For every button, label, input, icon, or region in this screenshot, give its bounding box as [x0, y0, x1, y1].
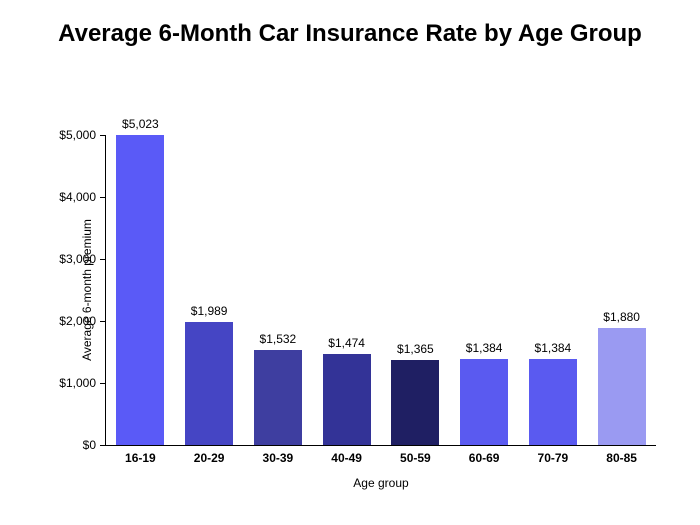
bar-value-label: $1,474 [328, 336, 365, 350]
y-tick [100, 383, 106, 384]
x-tick-label: 70-79 [538, 451, 569, 465]
y-tick [100, 197, 106, 198]
y-axis-title: Average 6-month premium [80, 219, 94, 361]
y-tick [100, 135, 106, 136]
bar-value-label: $1,365 [397, 342, 434, 356]
bar-value-label: $1,384 [466, 341, 503, 355]
insurance-rate-chart: Average 6-Month Car Insurance Rate by Ag… [0, 0, 700, 525]
bar-value-label: $1,989 [191, 304, 228, 318]
x-tick-label: 40-49 [331, 451, 362, 465]
plot-area: Average 6-month premium Age group $5,023… [105, 135, 656, 446]
x-axis-title: Age group [106, 476, 656, 490]
bar: $1,474 [323, 354, 371, 445]
bar: $1,532 [254, 350, 302, 445]
y-tick [100, 321, 106, 322]
bar: $1,384 [529, 359, 577, 445]
y-tick-label: $5,000 [59, 128, 96, 142]
y-tick-label: $4,000 [59, 190, 96, 204]
bar: $1,384 [460, 359, 508, 445]
bar: $1,365 [391, 360, 439, 445]
bar: $5,023 [116, 135, 164, 445]
bar-value-label: $1,880 [603, 310, 640, 324]
x-tick-label: 20-29 [194, 451, 225, 465]
bar-value-label: $5,023 [122, 117, 159, 131]
bar: $1,989 [185, 322, 233, 445]
bars-container: $5,023 $1,989 $1,532 $1,474 $1,365 $1,384 $1,3… [106, 135, 656, 445]
bar-value-label: $1,532 [260, 332, 297, 346]
y-tick-label: $3,000 [59, 252, 96, 266]
y-tick [100, 259, 106, 260]
y-tick [100, 445, 106, 446]
y-tick-label: $1,000 [59, 376, 96, 390]
x-tick-label: 60-69 [469, 451, 500, 465]
bar-value-label: $1,384 [535, 341, 572, 355]
y-tick-label: $2,000 [59, 314, 96, 328]
x-tick-label: 16-19 [125, 451, 156, 465]
chart-title: Average 6-Month Car Insurance Rate by Ag… [0, 20, 700, 49]
bar: $1,880 [598, 328, 646, 445]
x-tick-label: 50-59 [400, 451, 431, 465]
x-tick-label: 30-39 [263, 451, 294, 465]
y-tick-label: $0 [83, 438, 96, 452]
x-tick-label: 80-85 [606, 451, 637, 465]
